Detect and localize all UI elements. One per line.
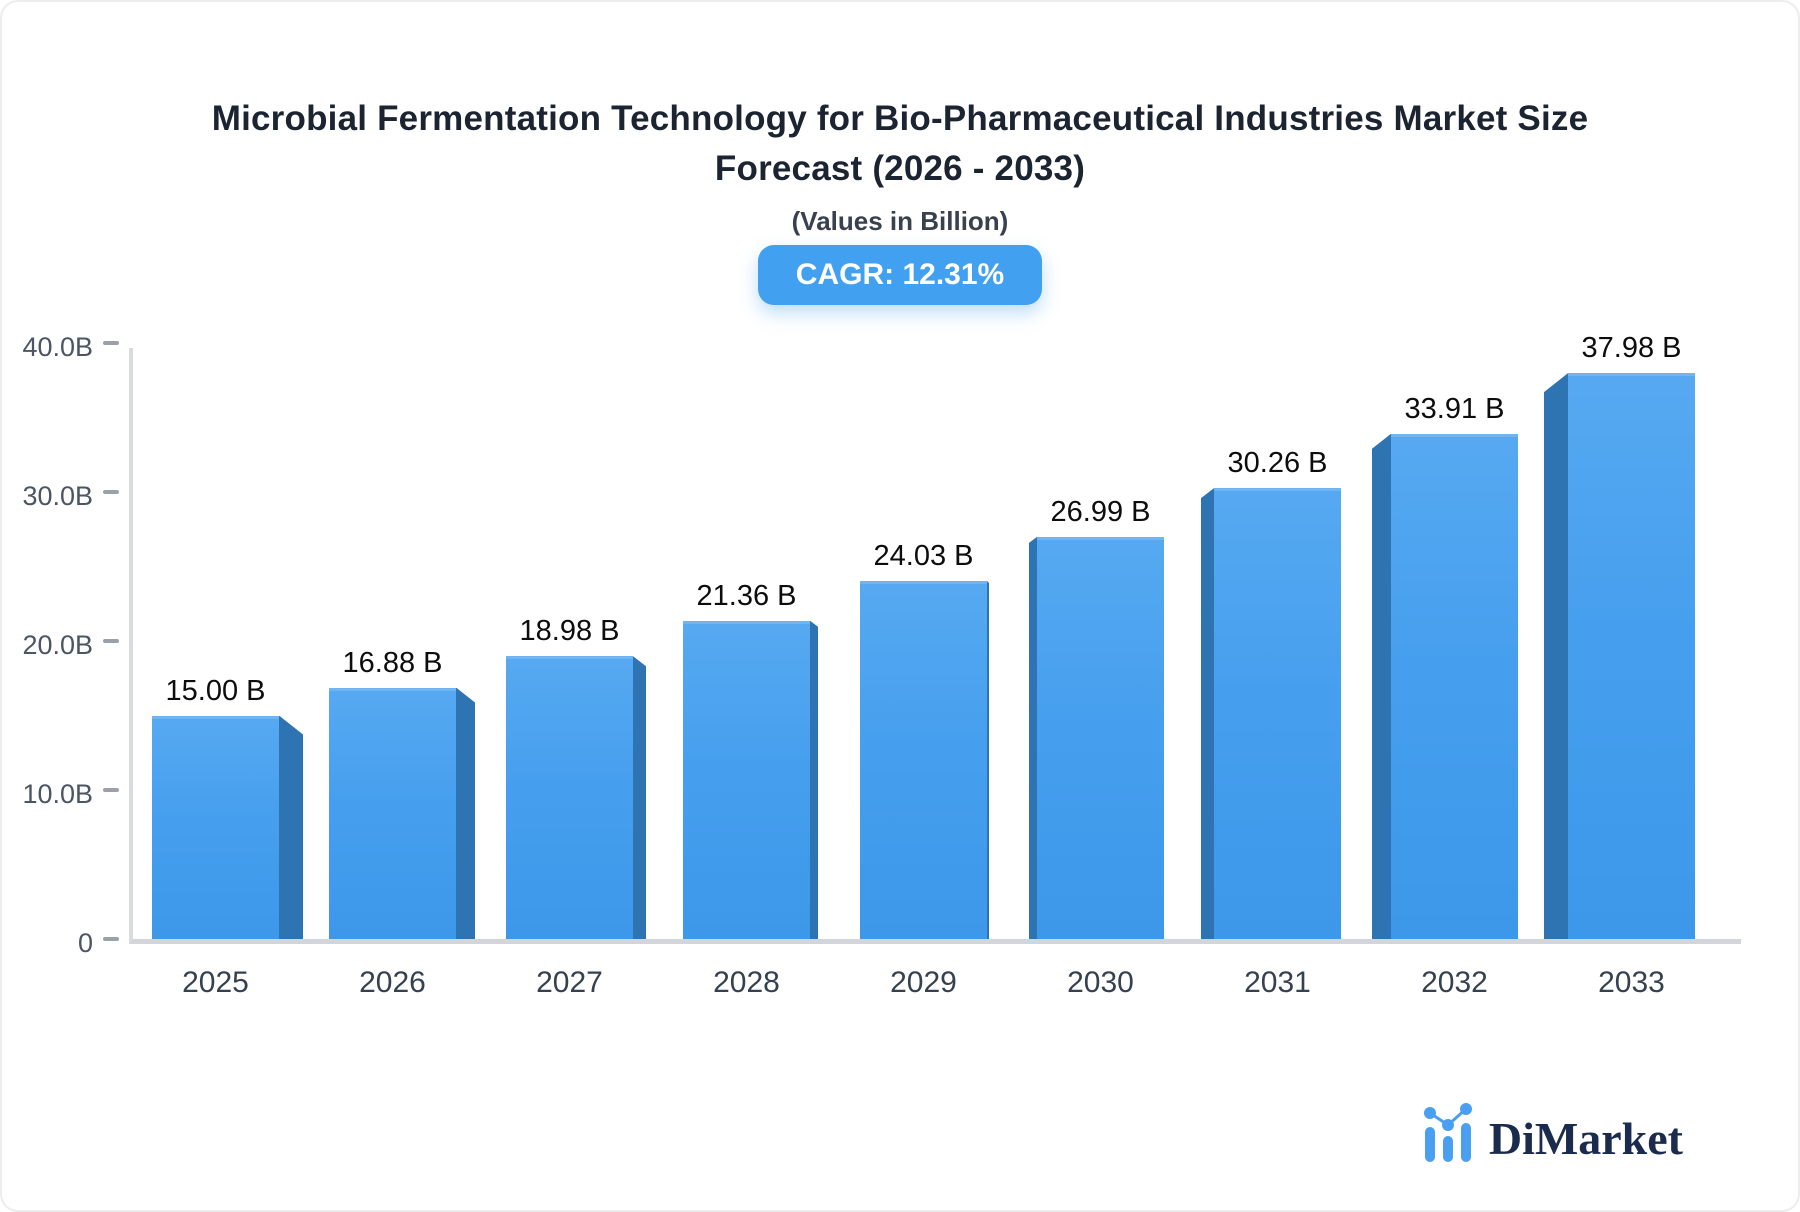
bar-value-label-2028: 21.36 B bbox=[696, 579, 797, 612]
bar-3d-side-2027 bbox=[633, 656, 646, 939]
chart-subtitle: (Values in Billion) bbox=[791, 206, 1009, 236]
plot-area: 0 10.0B 20.0B 30.0B 40.0B 15.00 B 2025 16.88 B 2… bbox=[22, 332, 1741, 999]
x-axis-label-2026: 2026 bbox=[359, 966, 426, 999]
y-axis-tick bbox=[103, 937, 119, 941]
x-axis-label-2031: 2031 bbox=[1244, 966, 1311, 999]
bar-3d-side-2026 bbox=[456, 687, 475, 939]
bar-3d-side-2030 bbox=[1029, 536, 1037, 939]
x-axis-label-2029: 2029 bbox=[890, 966, 957, 999]
y-axis-tick-label: 0 bbox=[77, 928, 93, 958]
dimarket-logo-text: DiMarket bbox=[1488, 1113, 1683, 1164]
x-axis-label-2033: 2033 bbox=[1598, 966, 1665, 999]
bar-2027 bbox=[506, 656, 633, 939]
bar-value-label-2033: 37.98 B bbox=[1581, 332, 1682, 365]
bar-2028 bbox=[683, 620, 810, 939]
bar-2026 bbox=[329, 687, 456, 939]
bar-2030 bbox=[1037, 536, 1164, 939]
dimarket-logo: DiMarket bbox=[1423, 1100, 1683, 1162]
bar-value-label-2032: 33.91 B bbox=[1404, 392, 1505, 425]
x-axis-label-2028: 2028 bbox=[713, 966, 780, 999]
x-axis-label-2025: 2025 bbox=[182, 966, 249, 999]
bar-3d-side-2028 bbox=[810, 620, 818, 939]
y-axis-tick-label: 10.0B bbox=[22, 779, 93, 809]
y-axis-tick bbox=[103, 639, 119, 643]
bar-3d-side-2033 bbox=[1544, 373, 1568, 939]
bar-value-label-2025: 15.00 B bbox=[165, 674, 266, 707]
bar-value-label-2031: 30.26 B bbox=[1227, 447, 1328, 480]
x-axis-label-2032: 2032 bbox=[1421, 966, 1488, 999]
bar-value-label-2027: 18.98 B bbox=[519, 615, 620, 648]
bar-2031 bbox=[1214, 488, 1341, 939]
bar-value-label-2030: 26.99 B bbox=[1050, 495, 1151, 528]
bar-value-label-2026: 16.88 B bbox=[342, 646, 443, 679]
bar-2025 bbox=[152, 715, 279, 939]
bar-3d-side-2029 bbox=[987, 580, 989, 939]
bar-value-label-2029: 24.03 B bbox=[873, 539, 974, 572]
dimarket-logo-icon bbox=[1423, 1103, 1472, 1162]
y-axis-tick-label: 20.0B bbox=[22, 630, 93, 660]
chart-header: Microbial Fermentation Technology for Bi… bbox=[2, 2, 1798, 305]
y-axis-tick bbox=[103, 341, 119, 345]
x-axis-label-2027: 2027 bbox=[536, 966, 603, 999]
y-axis-tick bbox=[103, 788, 119, 792]
bar-3d-side-2032 bbox=[1372, 433, 1391, 939]
bar-2033 bbox=[1568, 373, 1695, 939]
y-axis-tick-label: 40.0B bbox=[22, 332, 93, 362]
bar-2032 bbox=[1391, 433, 1518, 939]
y-axis-tick-label: 30.0B bbox=[22, 481, 93, 511]
bar-3d-side-2025 bbox=[279, 715, 303, 939]
chart-title: Microbial Fermentation Technology for Bi… bbox=[211, 99, 1589, 188]
bar-3d-side-2031 bbox=[1201, 488, 1214, 939]
cagr-badge: CAGR: 12.31% bbox=[757, 245, 1043, 305]
y-axis-tick bbox=[103, 490, 119, 494]
bar-2029 bbox=[860, 580, 987, 939]
x-axis-label-2030: 2030 bbox=[1067, 966, 1134, 999]
